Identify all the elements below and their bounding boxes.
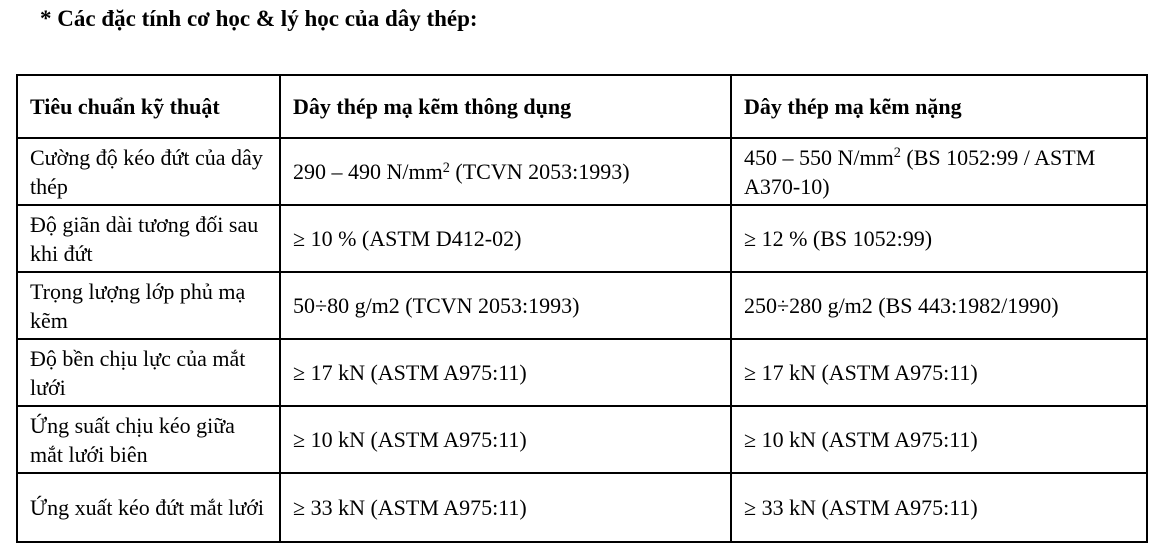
cell-common-value: 290 – 490 N/mm2 (TCVN 2053:1993) [279,137,732,206]
row-label: Ứng suất chịu kéo giữa mắt lưới biên [16,405,281,474]
value-text: ≥ 10 kN (ASTM A975:11) [293,427,527,452]
cell-heavy-value: 450 – 550 N/mm2 (BS 1052:99 / ASTM A370-… [730,137,1148,206]
cell-heavy-value: ≥ 10 kN (ASTM A975:11) [730,405,1148,474]
table-row: Ứng xuất kéo đứt mắt lưới ≥ 33 kN (ASTM … [16,472,1148,543]
cell-common-value: ≥ 33 kN (ASTM A975:11) [279,472,732,543]
value-text: ≥ 17 kN (ASTM A975:11) [293,360,527,385]
value-text: (TCVN 2053:1993) [449,159,630,184]
header-row: Tiêu chuẩn kỹ thuật Dây thép mạ kẽm thôn… [16,74,1148,139]
row-label: Trọng lượng lớp phủ mạ kẽm [16,271,281,340]
value-text: 50÷80 g/m2 (TCVN 2053:1993) [293,293,580,318]
value-text: ≥ 33 kN (ASTM A975:11) [744,495,978,520]
value-text: ≥ 10 kN (ASTM A975:11) [744,427,978,452]
column-header-heavy-wire: Dây thép mạ kẽm nặng [730,74,1148,139]
cell-heavy-value: 250÷280 g/m2 (BS 443:1982/1990) [730,271,1148,340]
value-text: (BS 1052:99 / ASTM A370-10) [744,144,1096,199]
superscript: 2 [893,145,901,162]
column-header-spec: Tiêu chuẩn kỹ thuật [16,74,281,139]
row-label: Ứng xuất kéo đứt mắt lưới [16,472,281,543]
cell-common-value: ≥ 17 kN (ASTM A975:11) [279,338,732,407]
cell-heavy-value: ≥ 17 kN (ASTM A975:11) [730,338,1148,407]
cell-common-value: ≥ 10 kN (ASTM A975:11) [279,405,732,474]
table-row: Độ bền chịu lực của mắt lưới ≥ 17 kN (AS… [16,338,1148,407]
superscript: 2 [442,159,450,176]
row-label: Cường độ kéo đứt của dây thép [16,137,281,206]
column-header-common-wire: Dây thép mạ kẽm thông dụng [279,74,732,139]
row-label: Độ giãn dài tương đối sau khi đứt [16,204,281,273]
page-title: * Các đặc tính cơ học & lý học của dây t… [40,6,478,31]
table-row: Trọng lượng lớp phủ mạ kẽm 50÷80 g/m2 (T… [16,271,1148,340]
row-label: Độ bền chịu lực của mắt lưới [16,338,281,407]
value-text: ≥ 12 % (BS 1052:99) [744,226,933,251]
table-row: Độ giãn dài tương đối sau khi đứt ≥ 10 %… [16,204,1148,273]
cell-common-value: 50÷80 g/m2 (TCVN 2053:1993) [279,271,732,340]
cell-heavy-value: ≥ 12 % (BS 1052:99) [730,204,1148,273]
value-text: 450 – 550 N/mm [744,144,894,170]
cell-common-value: ≥ 10 % (ASTM D412-02) [279,204,732,273]
steel-wire-properties-table: Tiêu chuẩn kỹ thuật Dây thép mạ kẽm thôn… [16,74,1148,543]
value-text: ≥ 17 kN (ASTM A975:11) [744,360,978,385]
value-text: 290 – 490 N/mm [293,159,443,184]
table-row: Ứng suất chịu kéo giữa mắt lưới biên ≥ 1… [16,405,1148,474]
value-text: 250÷280 g/m2 (BS 443:1982/1990) [744,293,1059,318]
value-text: ≥ 33 kN (ASTM A975:11) [293,495,527,520]
cell-heavy-value: ≥ 33 kN (ASTM A975:11) [730,472,1148,543]
table-row: Cường độ kéo đứt của dây thép 290 – 490 … [16,137,1148,206]
value-text: ≥ 10 % (ASTM D412-02) [293,226,522,251]
